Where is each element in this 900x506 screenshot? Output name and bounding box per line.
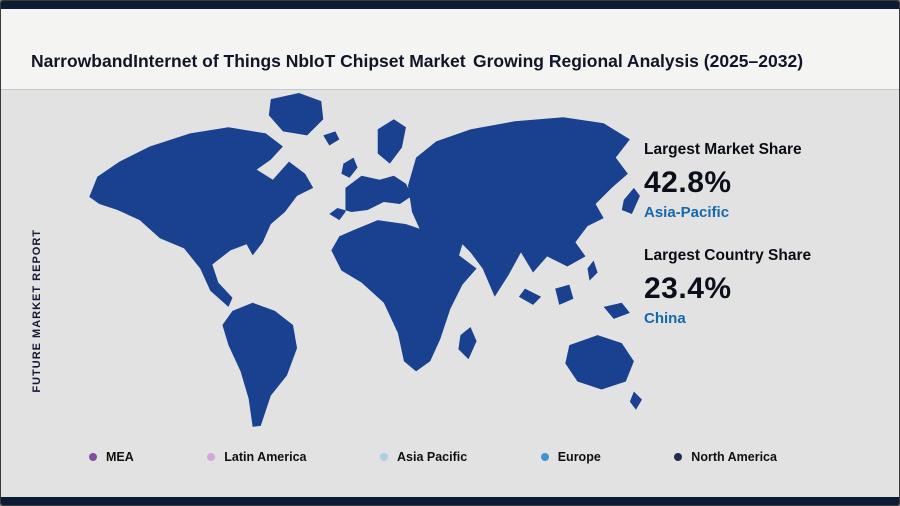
legend-dot: [380, 453, 389, 461]
island-new-zealand: [629, 391, 642, 410]
stat-value: 23.4%: [644, 272, 732, 305]
stat-label: Largest Country Share: [644, 247, 812, 264]
region-scandinavia: [377, 119, 406, 164]
island-borneo: [555, 284, 574, 305]
legend-dot: [540, 453, 549, 461]
continent-europe: [329, 175, 413, 221]
page-title-right: Growing Regional Analysis (2025–2032): [473, 51, 804, 71]
legend-item-north-america: North America: [674, 450, 777, 464]
page-title-left: NarrowbandInternet of Things NbIoT Chips…: [31, 51, 466, 71]
stats-panel: Largest Market Share 42.8% Asia-Pacific …: [644, 141, 884, 327]
island-japan: [621, 187, 640, 215]
legend-label: Europe: [557, 450, 601, 464]
map-legend: MEA Latin America Asia Pacific Europe No…: [89, 448, 777, 466]
legend-item-mea: MEA: [89, 450, 134, 464]
legend-dot: [207, 453, 216, 461]
island-madagascar: [458, 327, 477, 360]
legend-label: North America: [691, 450, 777, 464]
legend-dot: [674, 453, 683, 461]
stat-label: Largest Market Share: [644, 141, 802, 158]
continent-south-america: [222, 302, 298, 427]
top-accent-bar: [1, 1, 899, 9]
legend-item-latin-america: Latin America: [207, 450, 307, 464]
continent-asia: [407, 117, 630, 297]
bottom-accent-bar: [1, 497, 899, 505]
island-new-guinea: [603, 302, 630, 319]
legend-dot: [89, 453, 97, 461]
legend-item-europe: Europe: [540, 450, 601, 464]
island-iceland: [323, 131, 340, 146]
brand-watermark: FUTURE MARKET REPORT: [31, 229, 43, 393]
legend-item-asia-pacific: Asia Pacific: [380, 450, 467, 464]
legend-label: Latin America: [224, 450, 307, 464]
island-uk: [341, 157, 358, 178]
continent-north-america: [89, 127, 314, 307]
stat-value: 42.8%: [644, 166, 732, 199]
legend-label: Asia Pacific: [397, 450, 468, 464]
island-philippines: [587, 260, 598, 281]
island-sumatra: [518, 288, 542, 305]
stat-region: Asia-Pacific: [644, 204, 730, 221]
header-band: NarrowbandInternet of Things NbIoT Chips…: [1, 9, 899, 90]
legend-label: MEA: [106, 450, 134, 464]
world-map: [89, 93, 642, 427]
continent-australia: [565, 335, 634, 390]
stat-region: China: [644, 310, 686, 327]
island-greenland: [268, 93, 324, 136]
stat-largest-country-share: Largest Country Share 23.4% China: [644, 247, 884, 327]
stat-largest-market-share: Largest Market Share 42.8% Asia-Pacific: [644, 141, 884, 221]
